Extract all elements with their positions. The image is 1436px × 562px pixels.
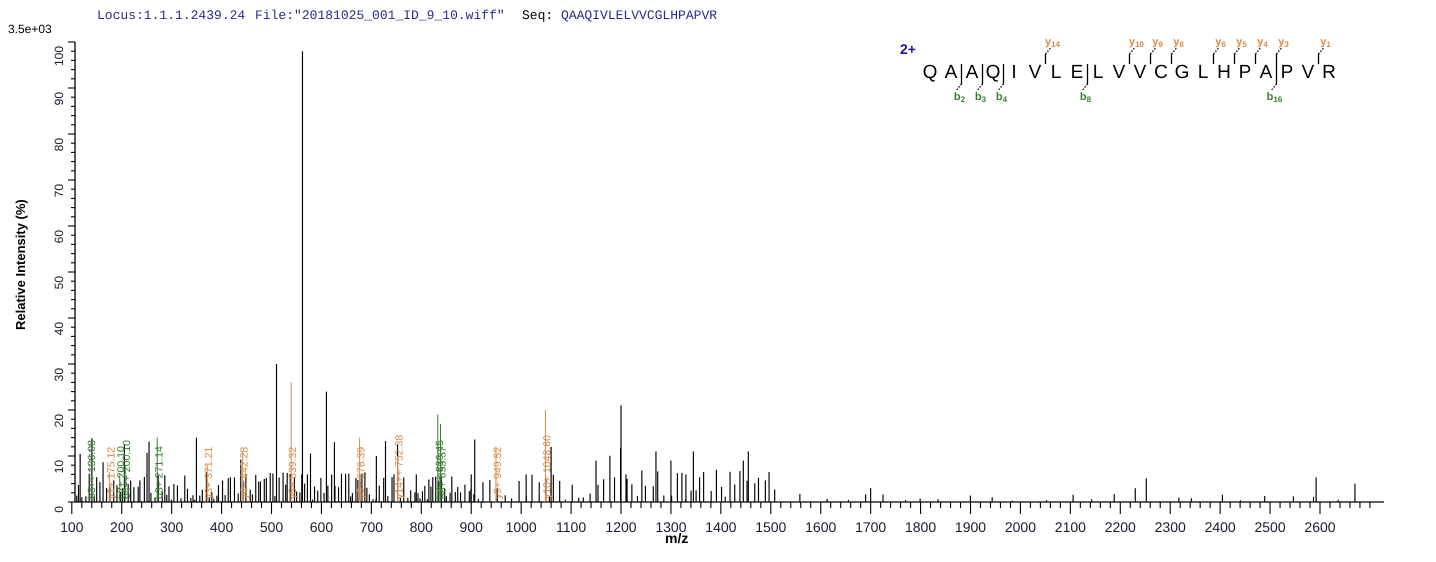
svg-text:50: 50 bbox=[52, 276, 66, 290]
svg-text:2300: 2300 bbox=[1155, 519, 1186, 535]
svg-text:1000: 1000 bbox=[506, 519, 537, 535]
svg-text:y4+ 442.28: y4+ 442.28 bbox=[239, 447, 251, 499]
svg-text:70: 70 bbox=[52, 184, 66, 198]
svg-text:H: H bbox=[1217, 62, 1231, 83]
svg-text:V: V bbox=[1134, 62, 1147, 83]
svg-text:2000: 2000 bbox=[1005, 519, 1036, 535]
svg-text:G: G bbox=[1175, 62, 1190, 83]
svg-text:1600: 1600 bbox=[805, 519, 836, 535]
svg-text:b4++ 200.10: b4++ 200.10 bbox=[121, 440, 133, 499]
svg-text:1400: 1400 bbox=[705, 519, 736, 535]
svg-text:C: C bbox=[1154, 62, 1168, 83]
svg-text:800: 800 bbox=[410, 519, 434, 535]
svg-text:400: 400 bbox=[210, 519, 234, 535]
svg-text:L: L bbox=[1093, 62, 1104, 83]
svg-text:P: P bbox=[1281, 62, 1294, 83]
svg-text:y3+ 371.21: y3+ 371.21 bbox=[203, 447, 215, 499]
svg-text:1500: 1500 bbox=[755, 519, 786, 535]
svg-text:600: 600 bbox=[310, 519, 334, 535]
svg-text:V: V bbox=[1302, 62, 1315, 83]
svg-text:P: P bbox=[1239, 62, 1252, 83]
svg-text:y9+ 949.52: y9+ 949.52 bbox=[492, 447, 504, 499]
svg-text:A: A bbox=[945, 62, 958, 83]
svg-text:2600: 2600 bbox=[1304, 519, 1335, 535]
svg-text:y14++ 752.38: y14++ 752.38 bbox=[394, 435, 406, 499]
svg-text:y6+ 676.39: y6+ 676.39 bbox=[356, 447, 368, 499]
svg-text:2500: 2500 bbox=[1254, 519, 1285, 535]
svg-text:1100: 1100 bbox=[556, 519, 586, 535]
svg-text:2100: 2100 bbox=[1055, 519, 1086, 535]
svg-text:A: A bbox=[966, 62, 979, 83]
svg-text:R: R bbox=[1322, 62, 1336, 83]
svg-text:60: 60 bbox=[52, 230, 66, 244]
svg-text:100: 100 bbox=[60, 519, 84, 535]
svg-text:500: 500 bbox=[260, 519, 284, 535]
svg-text:1900: 1900 bbox=[955, 519, 986, 535]
svg-text:200: 200 bbox=[110, 519, 134, 535]
svg-text:V: V bbox=[1113, 62, 1126, 83]
svg-text:300: 300 bbox=[160, 519, 184, 535]
svg-text:b3+ 271.14: b3+ 271.14 bbox=[153, 446, 165, 499]
svg-text:L: L bbox=[1198, 62, 1209, 83]
svg-text:2200: 2200 bbox=[1105, 519, 1136, 535]
svg-text:Q: Q bbox=[923, 62, 938, 83]
svg-text:0: 0 bbox=[52, 506, 66, 513]
svg-text:b3++ 136.08: b3++ 136.08 bbox=[86, 440, 98, 499]
svg-text:100: 100 bbox=[52, 46, 66, 66]
svg-text:30: 30 bbox=[52, 368, 66, 382]
svg-text:b8+ 853.37: b8+ 853.37 bbox=[437, 446, 449, 499]
svg-text:1800: 1800 bbox=[905, 519, 936, 535]
svg-text:A: A bbox=[1260, 62, 1273, 83]
svg-text:90: 90 bbox=[52, 92, 66, 106]
svg-text:I: I bbox=[1011, 62, 1016, 83]
svg-text:V: V bbox=[1029, 62, 1042, 83]
svg-text:900: 900 bbox=[460, 519, 484, 535]
svg-text:40: 40 bbox=[52, 322, 66, 336]
svg-text:2400: 2400 bbox=[1205, 519, 1236, 535]
svg-text:Q: Q bbox=[986, 62, 1001, 83]
svg-text:E: E bbox=[1071, 62, 1084, 83]
svg-text:10: 10 bbox=[52, 460, 66, 474]
svg-text:L: L bbox=[1051, 62, 1062, 83]
svg-text:2+: 2+ bbox=[900, 41, 916, 57]
svg-text:1700: 1700 bbox=[855, 519, 886, 535]
svg-text:20: 20 bbox=[52, 414, 66, 428]
svg-text:80: 80 bbox=[52, 138, 66, 152]
svg-text:700: 700 bbox=[360, 519, 384, 535]
svg-text:y5+ 539.32: y5+ 539.32 bbox=[287, 447, 299, 499]
svg-text:y10+ 1048.60: y10+ 1048.60 bbox=[541, 435, 553, 499]
svg-text:1200: 1200 bbox=[605, 519, 636, 535]
